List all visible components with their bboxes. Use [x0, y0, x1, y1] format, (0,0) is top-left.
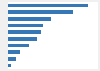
Bar: [8, 4, 88, 7]
Bar: [8, 24, 43, 27]
Bar: [8, 50, 20, 54]
Bar: [8, 30, 41, 34]
Bar: [8, 57, 16, 61]
Bar: [8, 10, 74, 14]
Bar: [8, 44, 29, 47]
Bar: [8, 37, 38, 41]
Bar: [8, 64, 11, 67]
Bar: [8, 17, 50, 21]
